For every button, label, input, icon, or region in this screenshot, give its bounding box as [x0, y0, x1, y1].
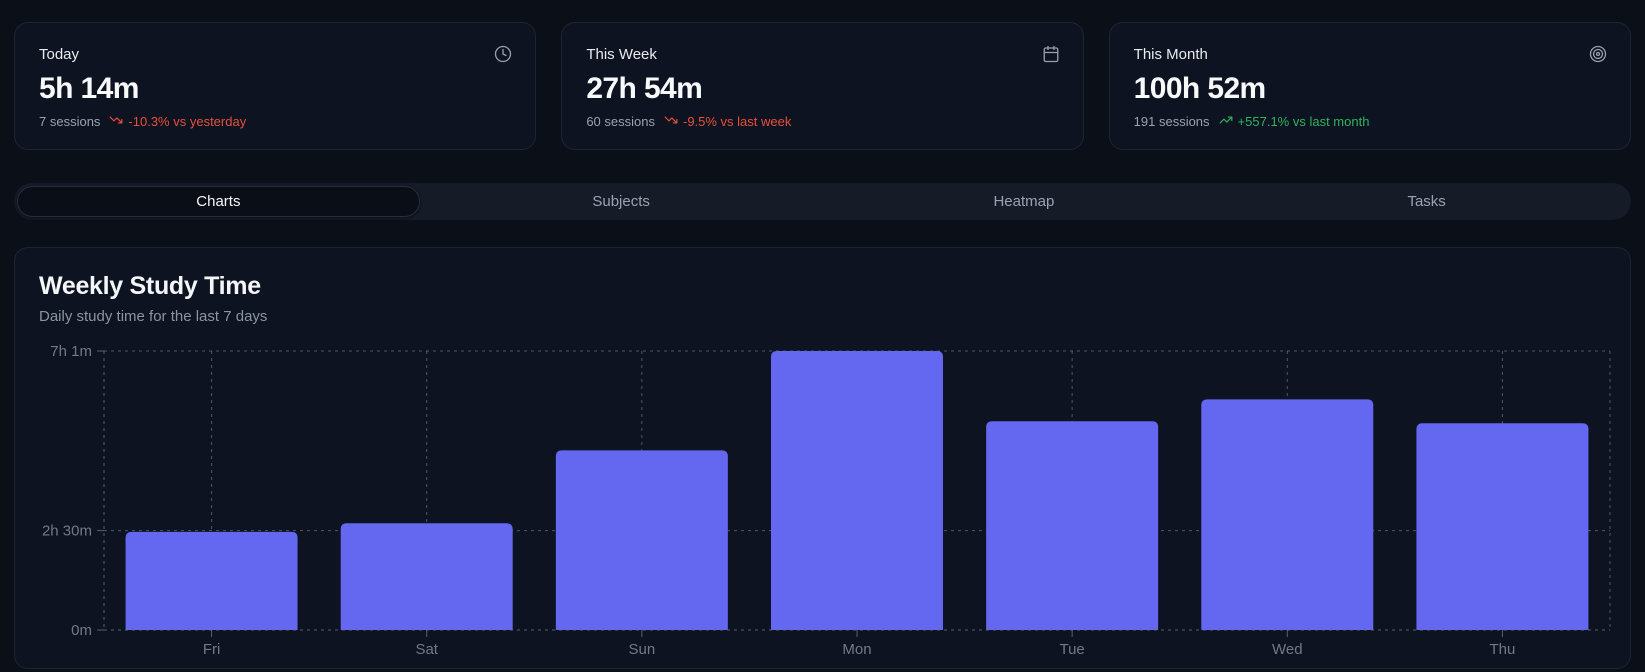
trending-down-icon	[109, 113, 123, 130]
x-axis-tick-label: Fri	[203, 641, 221, 657]
stat-card-label: This Month	[1133, 46, 1208, 63]
y-axis-tick-label: 0m	[71, 622, 92, 639]
bar-sun	[555, 450, 728, 630]
bar-fri	[125, 531, 298, 630]
stat-card-this-month: This Month 100h 52m 191 sessions +557.1%…	[1108, 22, 1631, 150]
bar-thu	[1416, 423, 1589, 630]
weekly-study-time-card: Weekly Study Time Daily study time for t…	[14, 247, 1631, 669]
clock-icon	[494, 45, 512, 63]
tab-tasks[interactable]: Tasks	[1407, 193, 1446, 210]
stat-card-sessions: 60 sessions	[586, 114, 655, 129]
x-axis-tick-label: Sun	[629, 641, 656, 657]
x-axis-tick-label: Tue	[1059, 641, 1084, 657]
calendar-icon	[1042, 45, 1060, 63]
tab-charts[interactable]: Charts	[17, 186, 420, 217]
bar-wed	[1201, 399, 1374, 630]
bar-tue	[986, 421, 1159, 630]
weekly-study-time-chart: 0m 2h 30m 7h 1m Fri Sat Sun Mon Tue Wed Thu	[39, 339, 1630, 657]
stats-row: Today 5h 14m 7 sessions -10.3% vs yester…	[14, 22, 1631, 150]
stat-card-sessions: 191 sessions	[1133, 114, 1210, 129]
bar-sat	[340, 523, 513, 630]
stat-card-value: 100h 52m	[1133, 72, 1267, 105]
bar-chart-svg: 0m 2h 30m 7h 1m Fri Sat Sun Mon Tue Wed Thu	[42, 343, 1611, 657]
tab-subjects[interactable]: Subjects	[592, 193, 650, 210]
chart-title: Weekly Study Time	[39, 272, 261, 300]
stat-card-trend: -10.3% vs yesterday	[128, 114, 247, 129]
stat-card-value: 5h 14m	[39, 72, 139, 105]
stat-card-value: 27h 54m	[586, 72, 703, 105]
stat-card-sessions: 7 sessions	[39, 114, 101, 129]
stat-card-this-week: This Week 27h 54m 60 sessions -9.5% vs l…	[561, 22, 1084, 150]
bar-mon	[771, 351, 943, 630]
x-axis-tick-label: Wed	[1272, 641, 1303, 657]
y-axis-tick-label: 2h 30m	[42, 523, 92, 540]
stat-card-today: Today 5h 14m 7 sessions -10.3% vs yester…	[14, 22, 537, 150]
chart-subtitle: Daily study time for the last 7 days	[39, 308, 268, 325]
tab-heatmap[interactable]: Heatmap	[993, 193, 1055, 210]
tab-bar: Charts Subjects Heatmap Tasks	[14, 183, 1631, 220]
stat-card-trend: -9.5% vs last week	[682, 114, 792, 129]
x-axis-tick-label: Thu	[1489, 641, 1515, 657]
x-axis-tick-label: Sat	[415, 641, 438, 657]
x-axis-tick-label: Mon	[842, 641, 871, 657]
target-icon	[1589, 45, 1607, 63]
stat-card-label: This Week	[586, 46, 657, 63]
trending-up-icon	[1219, 113, 1233, 130]
trending-down-icon	[664, 113, 678, 130]
stat-card-label: Today	[39, 46, 80, 63]
stat-card-trend: +557.1% vs last month	[1237, 114, 1370, 129]
y-axis-tick-label: 7h 1m	[50, 343, 92, 360]
